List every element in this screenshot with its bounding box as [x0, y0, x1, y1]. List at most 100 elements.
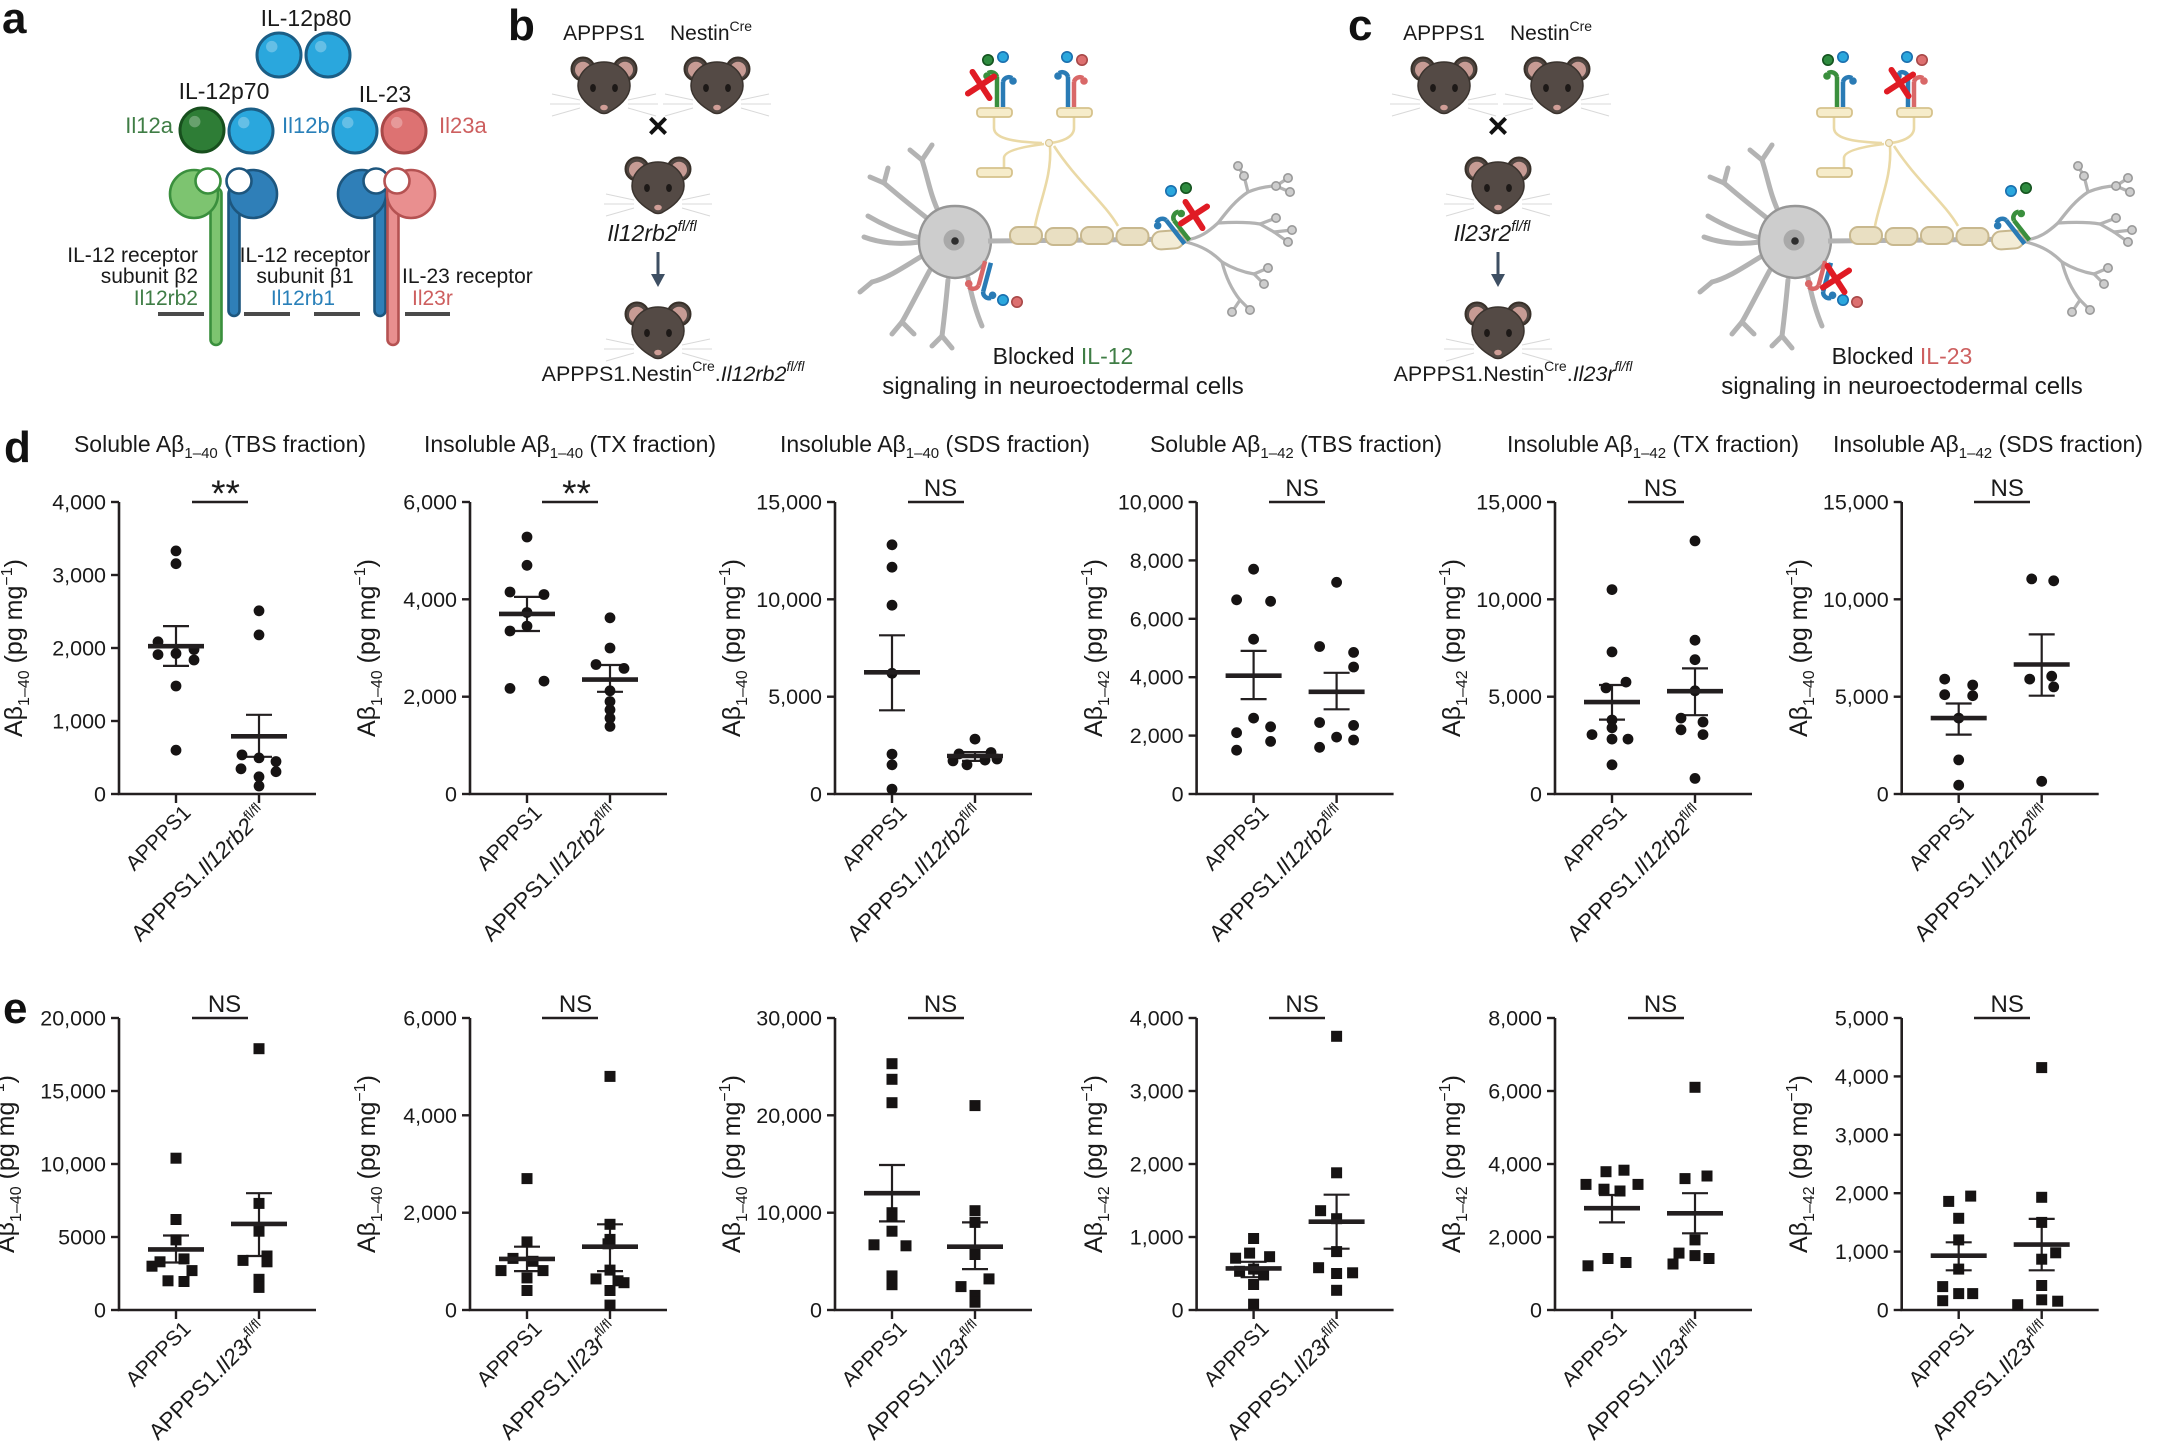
svg-text:0: 0: [445, 1299, 457, 1323]
svg-text:NS: NS: [1285, 475, 1318, 502]
svg-text:4,000: 4,000: [52, 491, 106, 515]
svg-text:NS: NS: [1644, 475, 1677, 502]
svg-text:1,000: 1,000: [52, 710, 106, 734]
svg-text:signaling in neuroectodermal c: signaling in neuroectodermal cells: [1721, 373, 2083, 400]
svg-text:2,000: 2,000: [1835, 1182, 1889, 1206]
svg-text:0: 0: [1172, 783, 1184, 807]
svg-text:e: e: [3, 984, 27, 1033]
svg-text:2,000: 2,000: [1130, 1153, 1184, 1177]
svg-text:NS: NS: [1285, 991, 1318, 1018]
svg-text:Aβ1–40 (pg mg−1): Aβ1–40 (pg mg−1): [352, 1075, 386, 1253]
svg-text:**: **: [211, 473, 240, 514]
svg-text:4,000: 4,000: [1130, 666, 1184, 690]
svg-text:Aβ1–40 (pg mg−1): Aβ1–40 (pg mg−1): [717, 559, 751, 737]
svg-text:5,000: 5,000: [1835, 1007, 1889, 1031]
svg-text:Blocked IL-12: Blocked IL-12: [993, 343, 1134, 369]
svg-text:6,000: 6,000: [1488, 1080, 1542, 1104]
svg-text:0: 0: [94, 783, 106, 807]
svg-text:Insoluble Aβ1–40 (TX fraction): Insoluble Aβ1–40 (TX fraction): [424, 431, 716, 462]
svg-text:8,000: 8,000: [1130, 549, 1184, 573]
svg-text:Aβ1–40 (pg mg−1): Aβ1–40 (pg mg−1): [1784, 559, 1818, 737]
svg-text:NS: NS: [1991, 475, 2024, 502]
svg-text:1,000: 1,000: [1130, 1226, 1184, 1250]
svg-text:NS: NS: [559, 991, 592, 1018]
svg-text:4,000: 4,000: [403, 1104, 457, 1128]
svg-text:NS: NS: [924, 991, 957, 1018]
svg-text:APPPS1.NestinCre.Il23rfl/fl: APPPS1.NestinCre.Il23rfl/fl: [1394, 358, 1634, 386]
svg-text:8,000: 8,000: [1488, 1007, 1542, 1031]
svg-text:Il12a: Il12a: [125, 113, 173, 138]
svg-text:10,000: 10,000: [756, 1201, 822, 1225]
svg-text:**: **: [562, 473, 591, 514]
svg-text:10,000: 10,000: [40, 1153, 106, 1177]
svg-text:5000: 5000: [58, 1226, 106, 1250]
svg-text:Aβ1–42 (pg mg−1): Aβ1–42 (pg mg−1): [1079, 559, 1113, 737]
svg-text:Blocked IL-23: Blocked IL-23: [1832, 343, 1973, 369]
svg-text:Aβ1–42 (pg mg−1): Aβ1–42 (pg mg−1): [1437, 1075, 1471, 1253]
svg-text:5,000: 5,000: [1835, 685, 1889, 709]
svg-text:×: ×: [647, 105, 668, 146]
svg-text:15,000: 15,000: [40, 1080, 106, 1104]
svg-text:0: 0: [1172, 1299, 1184, 1323]
svg-text:15,000: 15,000: [1823, 491, 1889, 515]
svg-text:3,000: 3,000: [1130, 1080, 1184, 1104]
svg-text:10,000: 10,000: [1823, 588, 1889, 612]
svg-text:IL-23: IL-23: [359, 81, 411, 107]
svg-text:IL-23 receptor: IL-23 receptor: [402, 265, 533, 288]
svg-text:Soluble Aβ1–40 (TBS fraction): Soluble Aβ1–40 (TBS fraction): [74, 431, 366, 462]
svg-text:b: b: [508, 1, 535, 50]
svg-text:4,000: 4,000: [403, 588, 457, 612]
svg-text:IL-12 receptor: IL-12 receptor: [67, 244, 198, 267]
svg-text:3,000: 3,000: [1835, 1123, 1889, 1147]
svg-text:0: 0: [1877, 783, 1889, 807]
svg-text:NS: NS: [924, 475, 957, 502]
svg-text:Il12rb1: Il12rb1: [271, 287, 335, 310]
svg-text:15,000: 15,000: [756, 491, 822, 515]
svg-text:10,000: 10,000: [1118, 491, 1184, 515]
svg-text:5,000: 5,000: [768, 685, 822, 709]
svg-text:Il12rb2fl/fl: Il12rb2fl/fl: [607, 218, 697, 246]
svg-text:NS: NS: [1644, 991, 1677, 1018]
svg-text:0: 0: [810, 1299, 822, 1323]
svg-text:4,000: 4,000: [1835, 1065, 1889, 1089]
svg-text:Il23a: Il23a: [439, 113, 487, 138]
svg-text:a: a: [2, 0, 27, 43]
svg-text:10,000: 10,000: [756, 588, 822, 612]
svg-text:Aβ1–40 (pg mg−1): Aβ1–40 (pg mg−1): [717, 1075, 751, 1253]
svg-text:Il23r: Il23r: [412, 287, 453, 310]
svg-text:0: 0: [1530, 1299, 1542, 1323]
svg-text:Aβ1–42 (pg mg−1): Aβ1–42 (pg mg−1): [1079, 1075, 1113, 1253]
svg-text:6,000: 6,000: [1130, 607, 1184, 631]
svg-text:0: 0: [1877, 1299, 1889, 1323]
svg-text:6,000: 6,000: [403, 1007, 457, 1031]
svg-text:subunit β2: subunit β2: [101, 265, 198, 288]
svg-text:2,000: 2,000: [1488, 1226, 1542, 1250]
svg-text:4,000: 4,000: [1488, 1153, 1542, 1177]
svg-text:20,000: 20,000: [40, 1007, 106, 1031]
svg-text:Aβ1–40 (pg mg−1): Aβ1–40 (pg mg−1): [0, 559, 33, 737]
svg-text:Soluble Aβ1–42 (TBS fraction): Soluble Aβ1–42 (TBS fraction): [1150, 431, 1442, 462]
svg-text:15,000: 15,000: [1476, 491, 1542, 515]
svg-text:Aβ1–40 (pg mg−1): Aβ1–40 (pg mg−1): [0, 1075, 25, 1253]
svg-text:2,000: 2,000: [52, 637, 106, 661]
svg-text:4,000: 4,000: [1130, 1007, 1184, 1031]
svg-text:2,000: 2,000: [403, 1201, 457, 1225]
svg-text:IL-12p70: IL-12p70: [179, 78, 270, 104]
svg-text:IL-12 receptor: IL-12 receptor: [240, 244, 371, 267]
svg-text:0: 0: [1530, 783, 1542, 807]
svg-text:10,000: 10,000: [1476, 588, 1542, 612]
svg-text:20,000: 20,000: [756, 1104, 822, 1128]
svg-text:×: ×: [1487, 105, 1508, 146]
svg-text:30,000: 30,000: [756, 1007, 822, 1031]
svg-text:APPPS1.NestinCre.Il12rb2fl/fl: APPPS1.NestinCre.Il12rb2fl/fl: [542, 358, 806, 386]
svg-text:c: c: [1348, 1, 1372, 50]
svg-text:NS: NS: [208, 991, 241, 1018]
svg-text:2,000: 2,000: [403, 685, 457, 709]
svg-text:0: 0: [94, 1299, 106, 1323]
svg-text:3,000: 3,000: [52, 564, 106, 588]
svg-text:Il12rb2: Il12rb2: [134, 287, 198, 310]
svg-text:0: 0: [810, 783, 822, 807]
svg-text:NS: NS: [1991, 991, 2024, 1018]
svg-text:d: d: [4, 423, 31, 472]
svg-text:APPPS1: APPPS1: [563, 22, 645, 45]
